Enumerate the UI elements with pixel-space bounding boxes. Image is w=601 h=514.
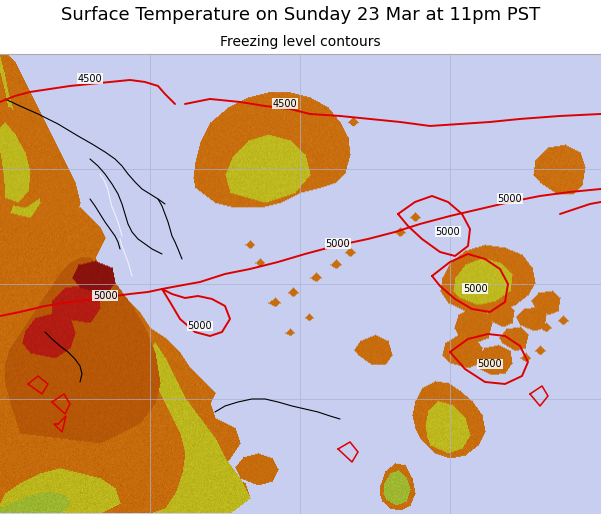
Text: 5000: 5000 [93, 291, 117, 301]
Text: 4500: 4500 [78, 74, 102, 84]
Text: 5000: 5000 [436, 227, 460, 237]
Text: 5000: 5000 [326, 239, 350, 249]
Text: 5000: 5000 [478, 359, 502, 369]
Text: 5000: 5000 [188, 321, 212, 331]
Text: 4500: 4500 [273, 99, 297, 109]
Text: Surface Temperature on Sunday 23 Mar at 11pm PST: Surface Temperature on Sunday 23 Mar at … [61, 6, 540, 24]
Text: Freezing level contours: Freezing level contours [220, 35, 381, 49]
Text: 5000: 5000 [463, 284, 487, 294]
Text: 5000: 5000 [498, 194, 522, 204]
